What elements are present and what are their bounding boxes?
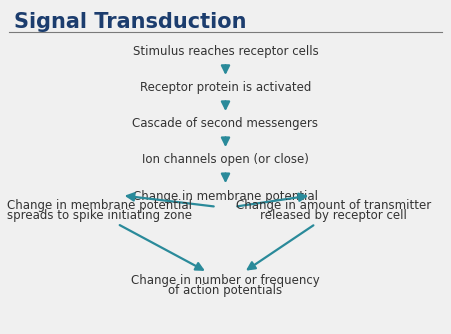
Text: of action potentials: of action potentials <box>168 284 283 297</box>
Text: Change in membrane potential: Change in membrane potential <box>7 199 192 212</box>
Text: Change in amount of transmitter: Change in amount of transmitter <box>236 199 431 212</box>
Text: Ion channels open (or close): Ion channels open (or close) <box>142 154 309 166</box>
Text: Change in membrane potential: Change in membrane potential <box>133 190 318 202</box>
Text: released by receptor cell: released by receptor cell <box>260 209 407 222</box>
Text: Change in number or frequency: Change in number or frequency <box>131 274 320 287</box>
Text: Cascade of second messengers: Cascade of second messengers <box>133 118 318 130</box>
Text: Receptor protein is activated: Receptor protein is activated <box>140 81 311 94</box>
Text: spreads to spike initiating zone: spreads to spike initiating zone <box>7 209 192 222</box>
Text: Signal Transduction: Signal Transduction <box>14 12 246 32</box>
Text: Stimulus reaches receptor cells: Stimulus reaches receptor cells <box>133 45 318 58</box>
